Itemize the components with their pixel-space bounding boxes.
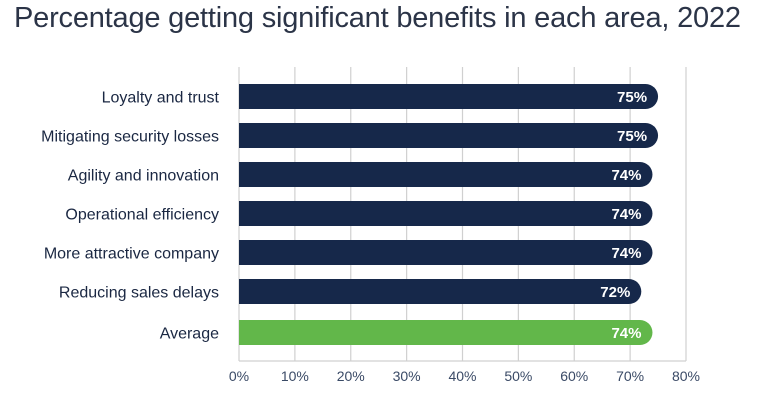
category-label: Mitigating security losses (41, 129, 219, 146)
category-label: Loyalty and trust (102, 90, 220, 107)
bar (239, 123, 659, 148)
x-tick-label: 70% (616, 368, 644, 384)
category-labels: Loyalty and trust Mitigating security los… (41, 90, 219, 343)
x-tick-label: 30% (393, 368, 421, 384)
category-label: Operational efficiency (65, 207, 219, 224)
bar (239, 279, 642, 304)
data-label: 72% (600, 284, 630, 301)
x-tick-label: 40% (448, 368, 476, 384)
x-tick-label: 0% (229, 368, 249, 384)
data-label: 75% (617, 89, 647, 106)
bar-average (239, 320, 653, 345)
x-tick-label: 10% (281, 368, 309, 384)
bar (239, 84, 659, 109)
category-label: Agility and innovation (68, 168, 219, 185)
category-label: Reducing sales delays (59, 285, 219, 302)
data-label: 74% (611, 325, 641, 342)
x-tick-label: 20% (337, 368, 365, 384)
bar (239, 239, 653, 265)
bar (239, 162, 653, 187)
data-label: 74% (611, 206, 641, 223)
x-tick-labels: 0% 10% 20% 30% 40% 50% 60% 70% 80% (229, 368, 700, 384)
x-tick-label: 50% (504, 368, 532, 384)
bars: 75% 75% 74% 74% 74% 72% 74% (239, 84, 659, 345)
category-label: Average (160, 326, 219, 343)
category-label: More attractive company (44, 246, 219, 263)
data-label: 74% (611, 245, 641, 262)
data-label: 75% (617, 128, 647, 145)
x-tick-label: 80% (672, 368, 700, 384)
x-tick-label: 60% (560, 368, 588, 384)
chart-title: Percentage getting significant benefits … (14, 2, 741, 34)
bar (239, 201, 653, 226)
data-label: 74% (611, 167, 641, 184)
